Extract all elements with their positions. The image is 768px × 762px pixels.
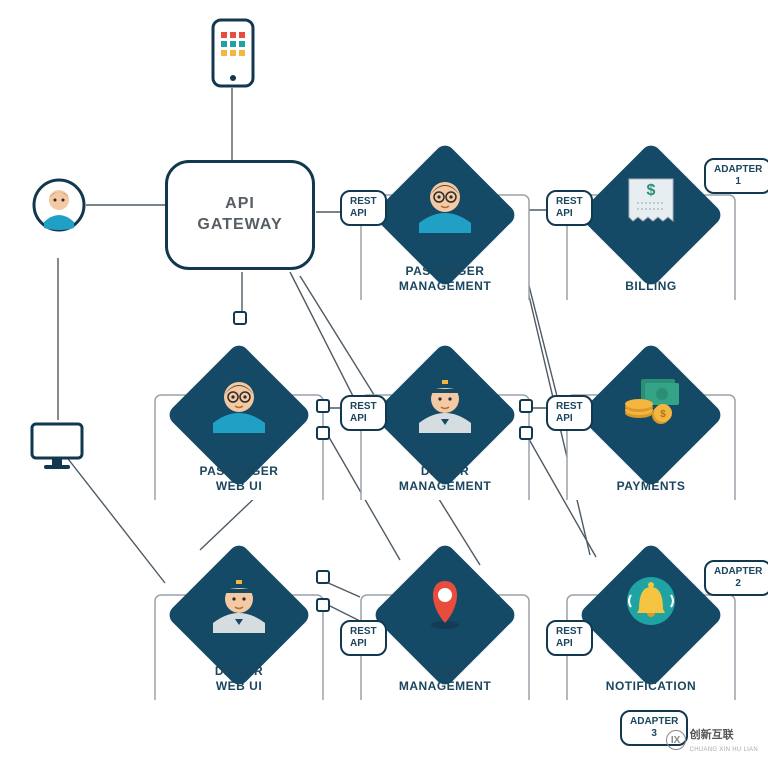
service-label: PAYMENTS xyxy=(566,479,736,494)
service-notification: NOTIFICATION xyxy=(566,530,736,700)
connection-port xyxy=(519,399,533,413)
svg-text:$: $ xyxy=(660,409,666,420)
api-gateway-label: API GATEWAY xyxy=(197,194,282,236)
adapter-tag: ADAPTER 1 xyxy=(704,158,768,194)
connection-port xyxy=(316,570,330,584)
service-label: NOTIFICATION xyxy=(566,679,736,694)
watermark-text: 创新互联 xyxy=(690,729,734,741)
service-label: PASSENGER MANAGEMENT xyxy=(360,264,530,294)
service-label: BILLING xyxy=(566,279,736,294)
rest-api-tag: REST API xyxy=(340,620,387,656)
watermark: IX 创新互联 CHUANG XIN HU LIAN xyxy=(666,726,758,754)
watermark-icon: IX xyxy=(666,730,686,750)
rest-api-tag: REST API xyxy=(340,190,387,226)
service-label: TRIP MANAGEMENT xyxy=(360,664,530,694)
rest-api-tag: REST API xyxy=(546,620,593,656)
rest-api-tag: REST API xyxy=(546,190,593,226)
rest-api-tag: REST API xyxy=(546,395,593,431)
service-label: PASSENGER WEB UI xyxy=(154,464,324,494)
connection-port xyxy=(519,426,533,440)
rest-api-tag: REST API xyxy=(340,395,387,431)
connection-port xyxy=(316,399,330,413)
service-driver-web: DRIVER WEB UI xyxy=(154,530,324,700)
connection-port xyxy=(316,426,330,440)
connection-port xyxy=(316,598,330,612)
connection-port xyxy=(233,311,247,325)
service-label: DRIVER MANAGEMENT xyxy=(360,464,530,494)
user-client-icon xyxy=(32,178,86,237)
watermark-sub: CHUANG XIN HU LIAN xyxy=(690,747,758,753)
adapter-tag: ADAPTER 2 xyxy=(704,560,768,596)
service-diamond xyxy=(566,530,736,700)
mobile-client-icon xyxy=(210,18,256,93)
desktop-client-icon xyxy=(28,420,86,477)
service-trip-mgmt: TRIP MANAGEMENT xyxy=(360,530,530,700)
service-passenger-web: PASSENGER WEB UI xyxy=(154,330,324,500)
api-gateway-box: API GATEWAY xyxy=(165,160,315,270)
service-label: DRIVER WEB UI xyxy=(154,664,324,694)
svg-text:$: $ xyxy=(647,182,656,199)
